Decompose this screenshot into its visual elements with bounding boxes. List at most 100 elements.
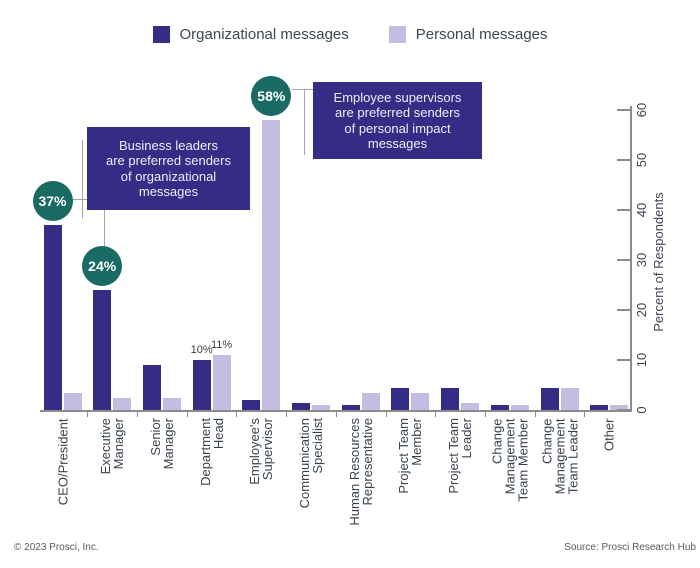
legend-label-organizational: Organizational messages xyxy=(179,25,349,43)
callout-organizational-senders: Business leaders are preferred senders o… xyxy=(87,127,250,210)
data-label-11: 11% xyxy=(210,339,233,351)
category-label-line: Team Leader xyxy=(565,418,580,494)
callout-right-line3: of personal impact xyxy=(344,120,451,136)
value-badge-24: 24% xyxy=(82,246,123,286)
category-label: Project Team Member xyxy=(396,418,425,532)
category-label: Change Management Team Leader xyxy=(539,418,580,532)
y-tick-label: 10 xyxy=(634,352,649,368)
bar-personal xyxy=(510,405,529,410)
category-label-line: Change xyxy=(539,418,554,464)
category-label: CEO/President xyxy=(55,418,70,532)
category-label-line: Leader xyxy=(459,418,475,459)
legend-item-organizational: Organizational messages xyxy=(152,25,349,43)
x-axis-tick xyxy=(87,412,89,417)
category-label-line: Team Member xyxy=(515,418,531,502)
connector-line-box-to-24 xyxy=(104,210,105,247)
y-axis-tick xyxy=(617,209,630,211)
bar-organizational xyxy=(490,405,509,410)
category-label-line: Senior xyxy=(147,418,163,456)
value-badge-58: 58% xyxy=(251,76,292,116)
category-label: Other xyxy=(601,418,617,532)
bar-personal xyxy=(63,392,82,410)
footer-source: Source: Prosci Research Hub xyxy=(564,542,696,553)
category-label: Change Management Team Member xyxy=(489,418,531,532)
bar-personal xyxy=(162,397,181,410)
category-label: Department Head xyxy=(197,418,226,532)
category-label-line: Other xyxy=(601,418,617,451)
category-label-line: Department xyxy=(197,418,213,486)
legend: Organizational messages Personal message… xyxy=(0,20,700,48)
callout-left-line2: are preferred senders xyxy=(105,153,231,168)
category-label-line: Representative xyxy=(359,418,375,506)
y-tick-label: 0 xyxy=(634,406,649,414)
x-axis-tick xyxy=(584,412,586,417)
category-label-line: Head xyxy=(210,418,226,450)
x-axis-tick xyxy=(286,412,288,417)
bar-organizational xyxy=(341,405,360,410)
category-label-line: Supervisor xyxy=(260,418,276,481)
category-label-line: Manager xyxy=(160,418,176,470)
y-axis-tick xyxy=(617,259,630,261)
x-axis-tick xyxy=(137,412,139,417)
bar-personal xyxy=(361,392,380,410)
callout-left-line1: Business leaders xyxy=(119,137,218,153)
bar-personal xyxy=(560,387,579,410)
callout-right-line1: Employee supervisors xyxy=(333,89,462,105)
category-label: Project Team Leader xyxy=(446,418,475,532)
bar-personal xyxy=(610,405,629,410)
bar-organizational xyxy=(441,387,460,410)
y-axis-tick xyxy=(617,309,630,311)
y-axis-tick xyxy=(617,359,630,361)
y-tick-label: 50 xyxy=(634,152,649,168)
category-label: Employee's Supervisor xyxy=(247,418,276,532)
bar-personal xyxy=(113,397,132,410)
bar-personal xyxy=(312,405,330,410)
bar-personal xyxy=(411,392,430,410)
y-tick-label: 40 xyxy=(634,202,649,218)
category-label-line: Management xyxy=(552,418,567,494)
category-label-line: Member xyxy=(409,418,425,466)
callout-right-line4: messages xyxy=(367,136,428,151)
callout-right-line2: are preferred senders xyxy=(334,105,460,120)
x-axis-tick xyxy=(484,412,486,417)
connector-line-right-box-bracket xyxy=(304,89,305,155)
bar-organizational xyxy=(242,400,261,410)
category-label-line: Management xyxy=(502,418,518,494)
bar-organizational xyxy=(391,387,410,410)
callout-personal-senders: Employee supervisors are preferred sende… xyxy=(313,82,482,159)
x-axis-tick xyxy=(236,412,238,417)
bar-organizational xyxy=(590,405,609,410)
connector-line-37-to-box xyxy=(72,199,87,200)
category-label-line: Specialist xyxy=(310,418,325,474)
legend-swatch-personal-icon xyxy=(388,25,406,43)
callout-left-line3: of organizational xyxy=(120,168,217,184)
bar-personal xyxy=(212,355,231,410)
callout-left-line4: messages xyxy=(138,184,199,199)
category-label: Human Resources Representative xyxy=(347,418,375,532)
category-label: Communication Specialist xyxy=(297,418,325,532)
footer-copyright: © 2023 Prosci, Inc. xyxy=(14,542,99,553)
y-axis-tick xyxy=(617,159,630,161)
legend-swatch-organizational-icon xyxy=(152,25,170,43)
bar-organizational xyxy=(540,387,559,410)
bar-organizational xyxy=(192,360,211,410)
y-tick-label: 60 xyxy=(634,102,649,118)
x-axis-tick xyxy=(335,412,337,417)
x-axis-tick xyxy=(385,412,387,417)
value-badge-37: 37% xyxy=(32,181,73,221)
legend-label-personal: Personal messages xyxy=(415,25,548,43)
legend-item-personal: Personal messages xyxy=(388,25,548,43)
category-label: Executive Manager xyxy=(98,418,127,532)
y-axis-line xyxy=(630,106,632,412)
x-axis-tick xyxy=(435,412,437,417)
y-axis-tick xyxy=(617,109,630,111)
category-label-line: Manager xyxy=(111,418,127,470)
bar-organizational xyxy=(93,290,112,410)
connector-line-box-left-bracket xyxy=(82,140,83,218)
x-axis-tick xyxy=(534,412,536,417)
y-tick-label: 20 xyxy=(634,302,649,318)
bar-personal xyxy=(461,402,480,410)
y-axis-title: Percent of Respondents xyxy=(651,192,666,332)
bar-personal xyxy=(262,120,281,410)
